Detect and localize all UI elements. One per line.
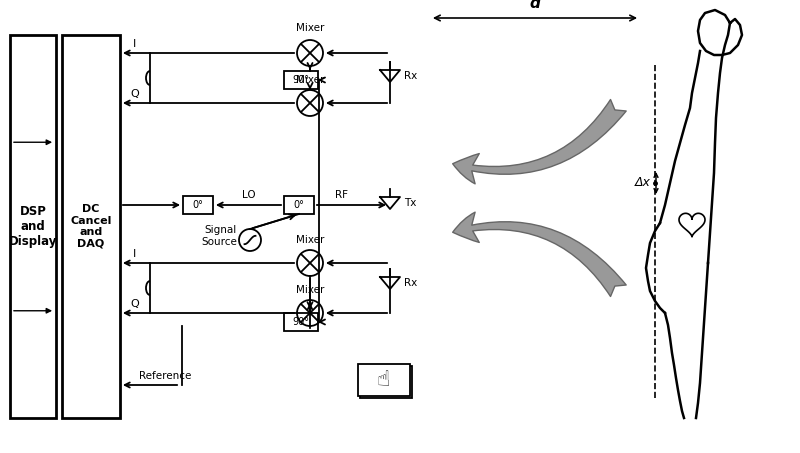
Text: Mixer: Mixer	[296, 285, 324, 295]
Text: Signal
Source: Signal Source	[201, 225, 237, 247]
Text: LO: LO	[242, 190, 255, 200]
Bar	[284, 71, 318, 89]
Bar	[360, 366, 412, 398]
FancyArrowPatch shape	[453, 212, 626, 297]
Bar	[358, 364, 410, 396]
Bar	[284, 196, 314, 214]
FancyArrowPatch shape	[453, 100, 626, 184]
Text: 0°: 0°	[294, 200, 305, 210]
Text: Rx: Rx	[404, 278, 418, 288]
Text: 90°: 90°	[293, 317, 310, 327]
Text: Q: Q	[130, 89, 139, 99]
Bar	[284, 313, 318, 331]
Text: I: I	[134, 39, 137, 49]
Text: Mixer: Mixer	[296, 75, 324, 85]
Text: Q: Q	[130, 299, 139, 309]
Text: Mixer: Mixer	[296, 23, 324, 33]
Text: 90°: 90°	[293, 75, 310, 85]
Text: Tx: Tx	[404, 198, 416, 208]
Text: ☝: ☝	[376, 370, 390, 390]
Bar	[183, 196, 213, 214]
Bar	[10, 35, 56, 418]
Text: Rx: Rx	[404, 71, 418, 81]
Bar	[62, 35, 120, 418]
Text: 0°: 0°	[193, 200, 203, 210]
Text: DSP
and
Display: DSP and Display	[9, 205, 57, 248]
Text: RF: RF	[335, 190, 349, 200]
Text: I: I	[134, 249, 137, 259]
Text: Mixer: Mixer	[296, 235, 324, 245]
Text: Reference: Reference	[139, 371, 191, 381]
Text: Δx: Δx	[635, 177, 651, 189]
Text: d: d	[530, 0, 541, 11]
Text: DC
Cancel
and
DAQ: DC Cancel and DAQ	[70, 204, 112, 249]
